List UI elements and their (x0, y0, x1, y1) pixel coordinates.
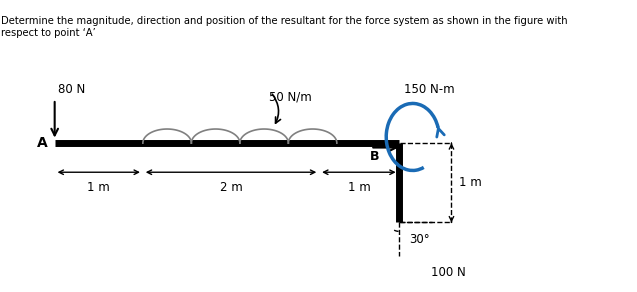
Text: B: B (369, 150, 379, 163)
Text: Determine the magnitude, direction and position of the resultant for the force s: Determine the magnitude, direction and p… (1, 16, 568, 26)
Text: 1 m: 1 m (87, 181, 110, 194)
Text: 150 N-m: 150 N-m (404, 84, 454, 96)
Text: 30°: 30° (409, 233, 430, 246)
Text: 1 m: 1 m (459, 176, 482, 189)
Text: respect to point ‘A’: respect to point ‘A’ (1, 28, 96, 38)
Text: 2 m: 2 m (220, 181, 243, 194)
Text: 80 N: 80 N (58, 84, 85, 96)
Text: 50 N/m: 50 N/m (269, 90, 311, 103)
Text: 1 m: 1 m (348, 181, 370, 194)
Text: 100 N: 100 N (431, 266, 466, 279)
Text: A: A (37, 136, 48, 150)
